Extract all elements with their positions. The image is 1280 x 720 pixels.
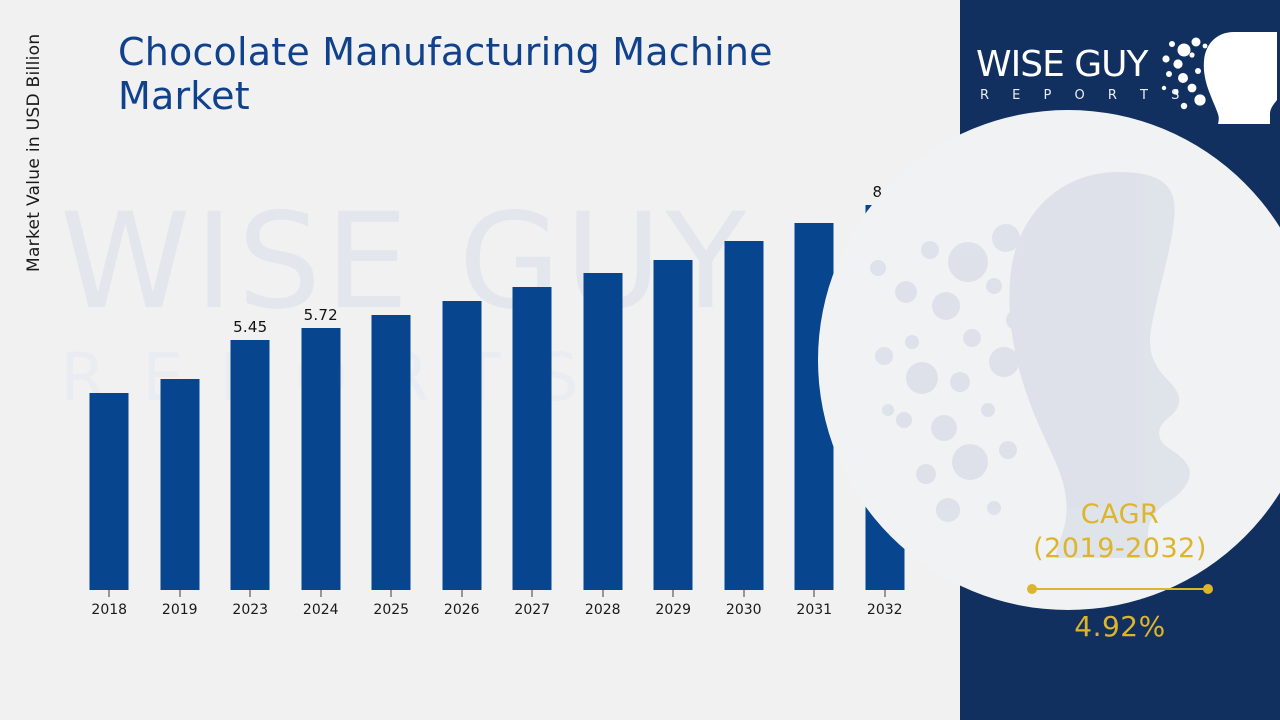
logo-wordmark: WISE GUY	[976, 44, 1148, 85]
bar-group: 2025	[356, 150, 427, 618]
bar-group: 2028	[568, 150, 639, 618]
x-axis-tick	[461, 590, 463, 597]
bar-value-label-2024: 5.72	[303, 306, 338, 324]
bar-2026	[442, 301, 482, 590]
x-axis-tick	[743, 590, 745, 597]
cagr-value: 4.92%	[1074, 609, 1166, 643]
x-axis-tick	[249, 590, 251, 597]
x-axis-tick	[531, 590, 533, 597]
bar-group: 2019	[145, 150, 216, 618]
bar-group: 5.72 2024	[286, 150, 357, 618]
bar-group: 2027	[497, 150, 568, 618]
bar-value-label-2023: 5.45	[233, 318, 268, 336]
y-axis-title: Market Value in USD Billion	[24, 33, 44, 272]
dotted-head-profile-icon	[1158, 28, 1278, 128]
divider-line	[1032, 587, 1208, 590]
bar-group: 2030	[709, 150, 780, 618]
x-axis-label-2029: 2029	[655, 602, 692, 618]
bar-2018	[89, 393, 129, 590]
bar-2030	[724, 241, 764, 590]
divider-dot-right	[1203, 583, 1213, 594]
bar-2023	[230, 340, 270, 590]
x-axis-tick	[179, 590, 181, 597]
bar-2024	[301, 328, 341, 590]
x-axis-tick	[813, 590, 815, 597]
cagr-divider	[1027, 583, 1213, 594]
bar-group: 2029	[638, 150, 709, 618]
brand-logo: WISE GUY R E P O R T S	[968, 28, 1278, 124]
bar-2029	[653, 260, 693, 590]
bar-2027	[512, 287, 552, 590]
x-axis-label-2030: 2030	[725, 602, 762, 618]
x-axis-tick	[108, 590, 110, 597]
x-axis-tick	[602, 590, 604, 597]
bar-2019	[160, 379, 200, 590]
x-axis-label-2032: 2032	[866, 602, 903, 618]
cagr-range: (2019-2032)	[1033, 532, 1207, 564]
bar-2025	[371, 315, 411, 590]
bar-2028	[583, 273, 623, 590]
x-axis-tick	[884, 590, 886, 597]
x-axis-tick	[320, 590, 322, 597]
x-axis-label-2019: 2019	[161, 602, 198, 618]
cagr-title: CAGR	[1080, 499, 1160, 530]
logo-subtitle: R E P O R T S	[980, 88, 1189, 103]
x-axis-tick	[672, 590, 674, 597]
x-axis-label-2018: 2018	[91, 602, 128, 618]
page-title: Chocolate Manufacturing Machine Market	[118, 30, 773, 119]
cagr-block: CAGR (2019-2032) 4.92%	[960, 498, 1280, 643]
bar-group: 2026	[427, 150, 498, 618]
bar-group: 2018	[74, 150, 145, 618]
x-axis-label-2026: 2026	[443, 602, 480, 618]
brand-panel: WISE GUY R E P O R T S	[818, 0, 1280, 720]
x-axis-label-2031: 2031	[796, 602, 833, 618]
x-axis-label-2027: 2027	[514, 602, 551, 618]
dotted-head-watermark-icon	[870, 172, 1190, 558]
x-axis-label-2028: 2028	[584, 602, 621, 618]
x-axis-label-2025: 2025	[373, 602, 410, 618]
x-axis-label-2024: 2024	[302, 602, 339, 618]
x-axis-label-2023: 2023	[232, 602, 269, 618]
x-axis-tick	[390, 590, 392, 597]
bar-group: 5.45 2023	[215, 150, 286, 618]
plot-area: 2018 2019 5.45 2023 5.72 2024 2025 2026 2027 2028…	[74, 150, 920, 618]
circular-bulge-backdrop	[818, 110, 1280, 610]
